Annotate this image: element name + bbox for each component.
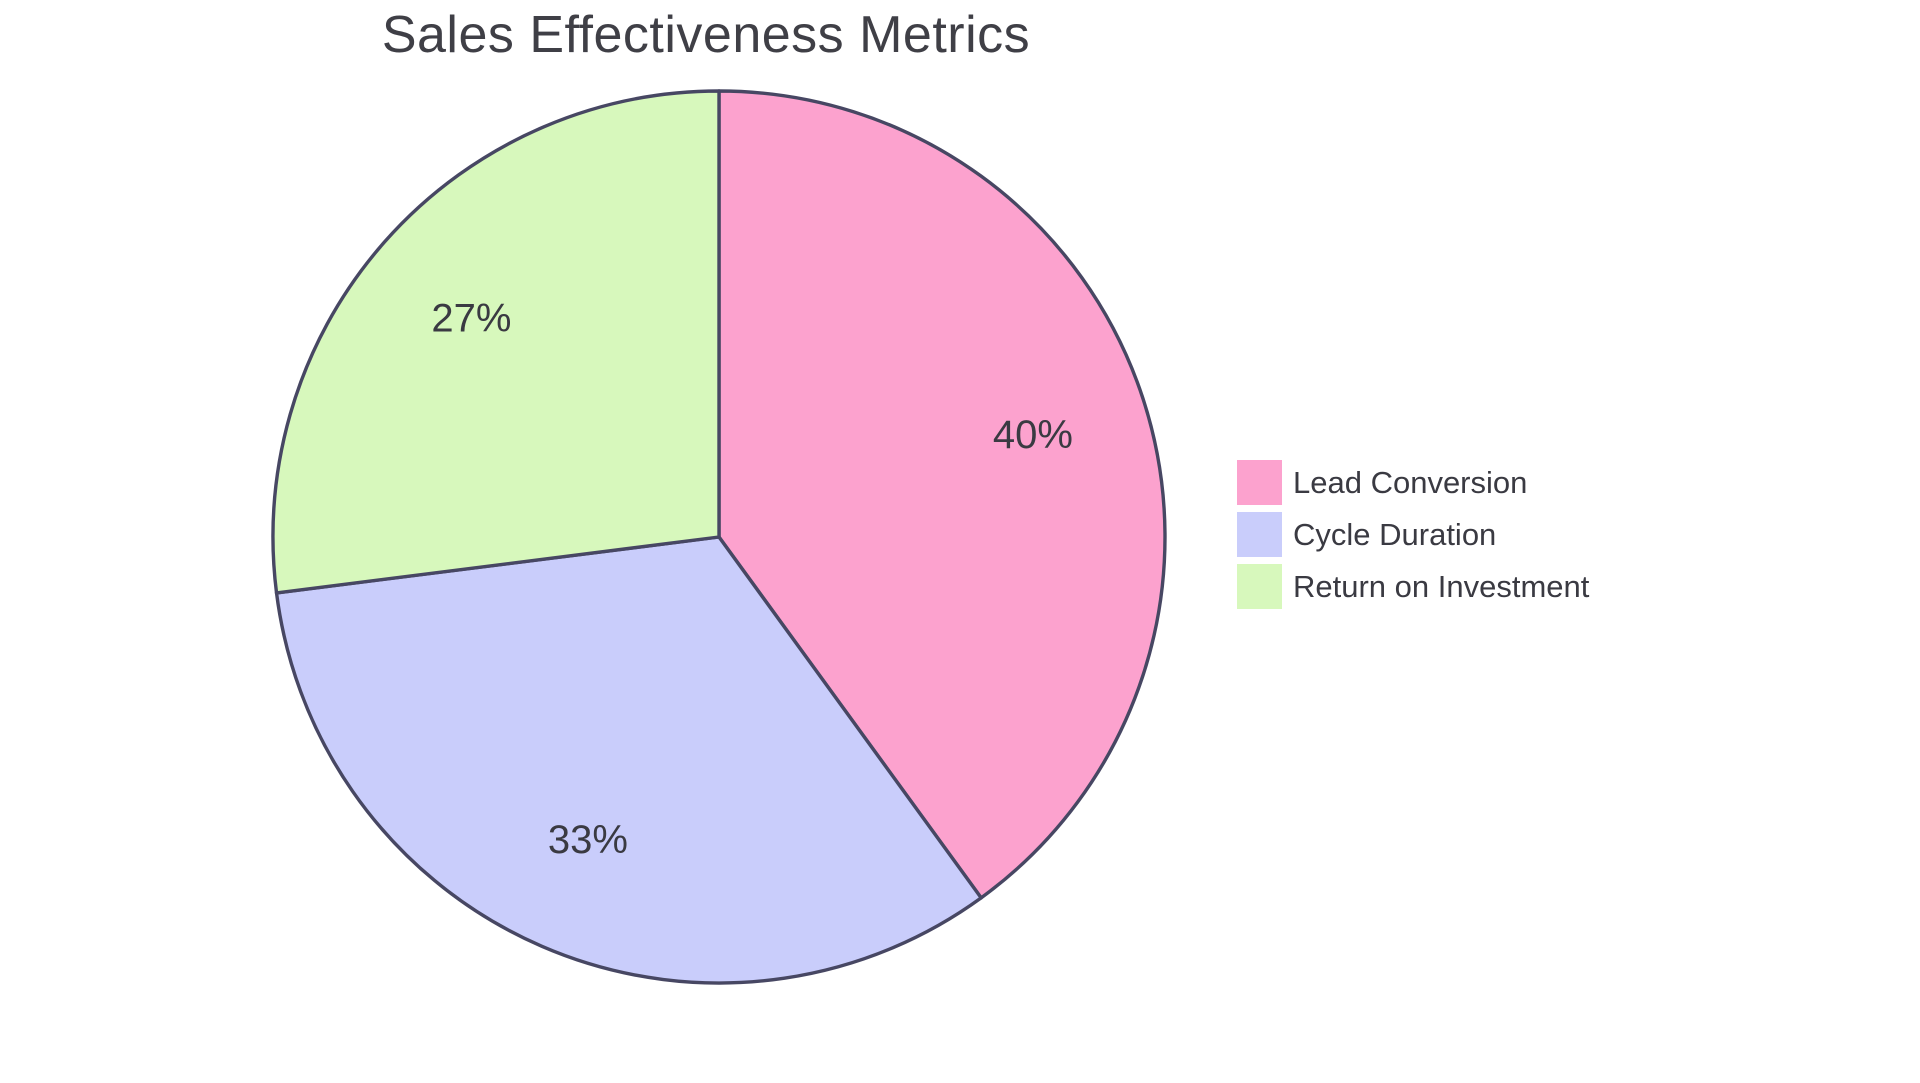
pie-slice-lead-conversion	[717, 89, 1167, 900]
legend-item-cycle-duration: Cycle Duration	[1237, 512, 1589, 557]
legend-item-return-on-investment: Return on Investment	[1237, 564, 1589, 609]
pie-slice-labels: 40% 33% 27%	[431, 297, 1073, 862]
legend: Lead Conversion Cycle Duration Return on…	[1237, 460, 1589, 609]
legend-item-lead-conversion: Lead Conversion	[1237, 460, 1589, 505]
legend-label-cycle-duration: Cycle Duration	[1293, 517, 1497, 552]
legend-label-return-on-investment: Return on Investment	[1293, 569, 1590, 604]
pie-percent-label-lead-conversion: 40%	[993, 413, 1073, 457]
legend-swatch-lead-conversion	[1237, 460, 1282, 505]
pie-percent-label-return-on-investment: 27%	[431, 297, 511, 341]
pie-slice-cycle-duration	[274, 535, 983, 985]
chart-title: Sales Effectiveness Metrics	[381, 6, 1031, 64]
legend-swatch-return-on-investment	[1237, 564, 1282, 609]
pie-slices	[271, 89, 1167, 985]
legend-swatch-cycle-duration	[1237, 512, 1282, 557]
pie-percent-label-cycle-duration: 33%	[548, 818, 628, 862]
legend-label-lead-conversion: Lead Conversion	[1293, 465, 1528, 500]
pie-slice-return-on-investment	[271, 89, 721, 595]
